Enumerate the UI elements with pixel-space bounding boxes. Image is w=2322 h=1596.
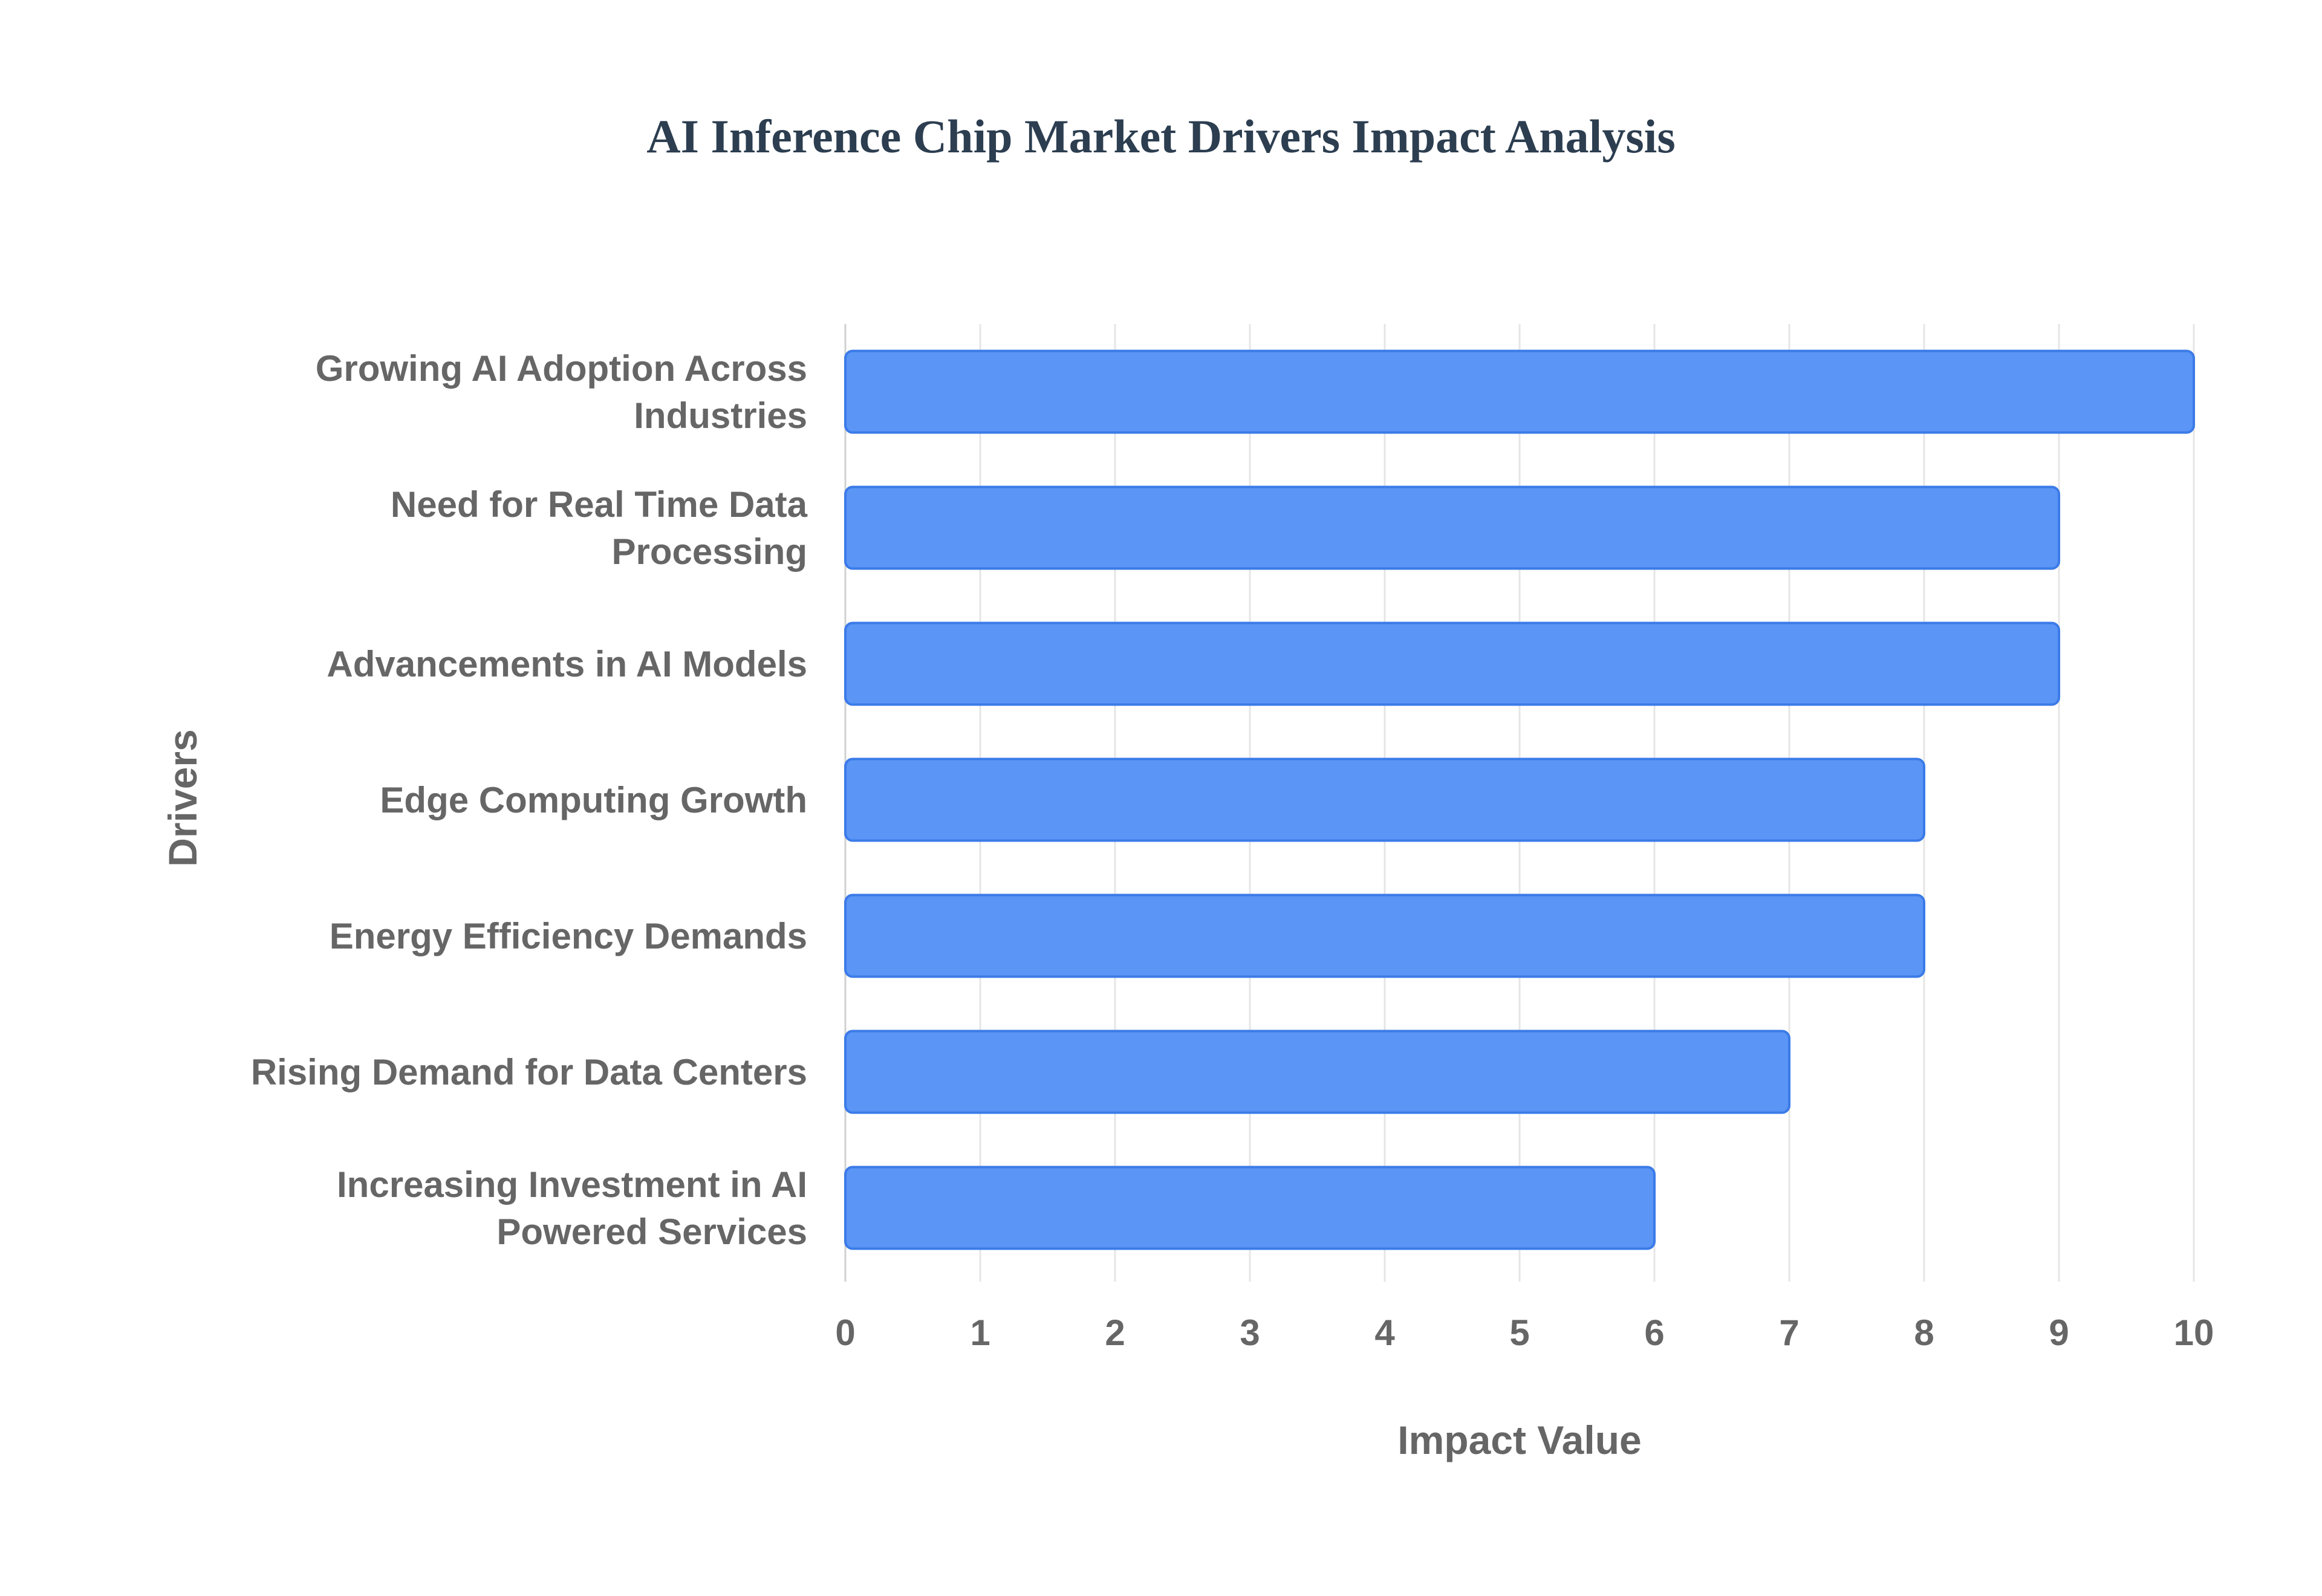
x-tick-label: 2 (1105, 1312, 1125, 1353)
x-tick-label: 0 (835, 1312, 855, 1353)
category-label-line: Industries (634, 395, 807, 436)
x-tick-label: 3 (1240, 1312, 1260, 1353)
category-label: Need for Real Time Data Processing (391, 484, 808, 572)
category-label: Advancements in AI Models (327, 644, 807, 684)
bar[interactable] (844, 1166, 1656, 1250)
x-tick-label: 9 (2049, 1312, 2069, 1353)
x-tick-label: 10 (2174, 1312, 2214, 1353)
category-label: Increasing Investment in AI Powered Servi… (337, 1164, 807, 1252)
category-label: Edge Computing Growth (380, 780, 807, 820)
x-tick-label: 7 (1779, 1312, 1799, 1353)
category-labels: Growing AI Adoption Across Industries Need… (251, 348, 808, 1252)
category-label-line: Powered Services (496, 1212, 807, 1252)
category-label-line: Edge Computing Growth (380, 780, 807, 820)
x-tick-label: 1 (970, 1312, 990, 1353)
x-tick-label: 5 (1509, 1312, 1529, 1353)
category-label-line: Advancements in AI Models (327, 644, 807, 684)
x-tick-label: 6 (1644, 1312, 1664, 1353)
bar[interactable] (844, 757, 1925, 842)
category-label: Energy Efficiency Demands (330, 916, 807, 956)
bar[interactable] (844, 1030, 1790, 1114)
category-label: Rising Demand for Data Centers (251, 1052, 807, 1092)
x-tick-label: 8 (1914, 1312, 1934, 1353)
category-label-line: Growing AI Adoption Across (316, 348, 807, 389)
x-tick-labels: 0 1 2 3 4 5 6 7 8 9 10 (835, 1312, 2214, 1353)
x-axis-title: Impact Value (1397, 1418, 1642, 1462)
category-label-line: Processing (612, 531, 807, 572)
category-label-line: Energy Efficiency Demands (330, 916, 807, 956)
category-label-line: Increasing Investment in AI (337, 1164, 807, 1205)
x-tick-label: 4 (1374, 1312, 1395, 1353)
bar[interactable] (844, 349, 2195, 434)
category-label: Growing AI Adoption Across Industries (316, 348, 807, 436)
category-label-line: Need for Real Time Data (391, 484, 808, 525)
bars (844, 349, 2195, 1250)
bar[interactable] (844, 894, 1925, 978)
bar[interactable] (844, 485, 2060, 570)
bar[interactable] (844, 621, 2060, 706)
chart-title: AI Inference Chip Market Drivers Impact … (646, 110, 1675, 163)
category-label-line: Rising Demand for Data Centers (251, 1052, 807, 1092)
y-axis-title: Drivers (160, 729, 205, 867)
